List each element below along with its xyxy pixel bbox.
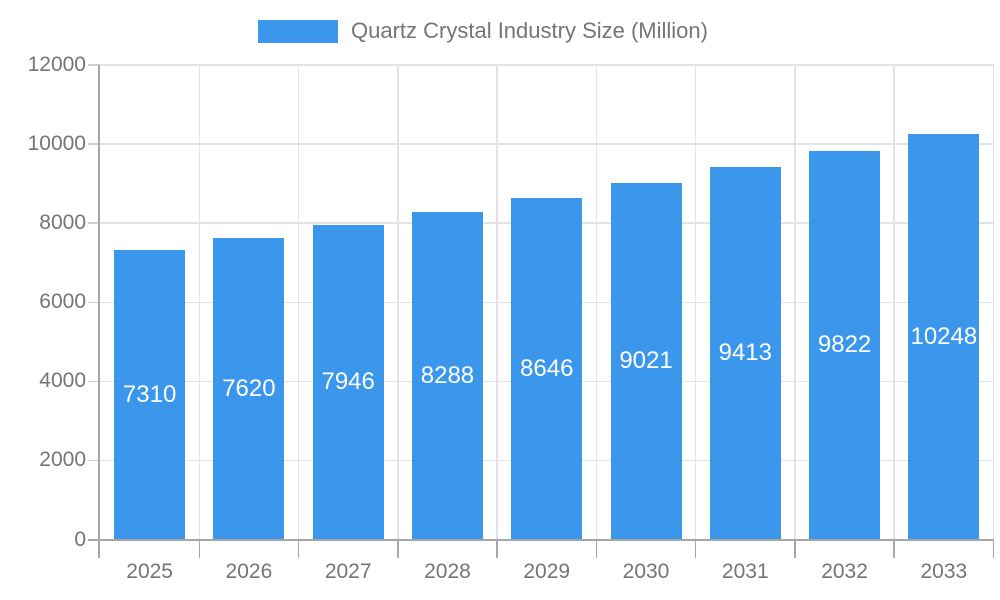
x-axis-tick (397, 539, 399, 558)
v-gridline (198, 65, 201, 540)
bar[interactable]: 9822 (809, 151, 881, 540)
x-axis-label: 2032 (821, 559, 868, 583)
y-axis-label: 12000 (27, 53, 86, 76)
y-axis-label: 8000 (39, 211, 86, 235)
v-gridline (893, 65, 895, 540)
x-axis-tick (893, 539, 895, 558)
h-gridline (100, 64, 994, 66)
x-axis-label: 2027 (324, 559, 372, 583)
bar-value-label: 9021 (619, 347, 673, 375)
x-axis-label: 2026 (225, 559, 273, 583)
y-axis-tick (88, 64, 100, 66)
x-axis-label: 2029 (523, 559, 571, 583)
bar[interactable]: 7310 (114, 250, 186, 540)
bar-value-label: 7620 (222, 374, 276, 402)
legend-swatch (258, 19, 338, 43)
bar[interactable]: 8288 (411, 211, 483, 540)
y-axis-tick (88, 143, 100, 145)
y-axis-line (98, 65, 100, 558)
x-axis-label: 2031 (721, 559, 769, 583)
v-gridline (992, 65, 995, 540)
bar-value-label: 8288 (420, 361, 475, 389)
x-axis-tick (297, 539, 300, 558)
v-gridline (694, 65, 697, 540)
x-axis-tick (198, 539, 201, 558)
bar-value-label: 10248 (910, 322, 978, 350)
x-axis-tick (595, 539, 598, 558)
y-axis-tick (88, 459, 100, 462)
y-axis-label: 4000 (39, 369, 86, 393)
bar-value-label: 9413 (718, 339, 772, 367)
y-axis-tick (88, 301, 100, 303)
bar[interactable]: 7946 (312, 225, 384, 540)
bar-value-label: 9822 (817, 331, 872, 359)
x-axis-tick (992, 539, 995, 558)
h-gridline (100, 143, 994, 145)
bar[interactable]: 10248 (908, 134, 980, 540)
y-axis-label: 2000 (39, 448, 86, 472)
bar[interactable]: 9021 (610, 182, 682, 540)
bar[interactable]: 7620 (213, 238, 285, 540)
bar[interactable]: 9413 (709, 167, 781, 540)
y-axis-tick (88, 380, 100, 383)
v-gridline (595, 65, 598, 540)
x-axis-tick (496, 539, 498, 558)
bar-value-label: 7310 (122, 380, 177, 408)
legend-label: Quartz Crystal Industry Size (Million) (351, 18, 708, 43)
v-gridline (297, 65, 300, 540)
v-gridline (397, 65, 399, 540)
y-axis-label: 0 (74, 527, 86, 551)
x-axis-label: 2028 (424, 559, 471, 583)
bar[interactable]: 8646 (511, 197, 583, 540)
y-axis-label: 6000 (39, 290, 86, 314)
x-axis-label: 2025 (126, 559, 173, 583)
x-axis-tick (694, 539, 697, 558)
v-gridline (794, 65, 796, 540)
x-axis-line (88, 538, 994, 541)
x-axis-tick (794, 539, 796, 558)
y-axis-tick (88, 222, 100, 224)
x-axis-label: 2030 (622, 559, 670, 583)
bar-value-label: 8646 (520, 354, 574, 382)
y-axis-label: 10000 (27, 132, 86, 156)
legend-item[interactable]: Quartz Crystal Industry Size (Million) (258, 18, 708, 44)
bar-value-label: 7946 (321, 368, 375, 396)
x-axis-label: 2033 (920, 559, 968, 583)
v-gridline (496, 65, 498, 540)
